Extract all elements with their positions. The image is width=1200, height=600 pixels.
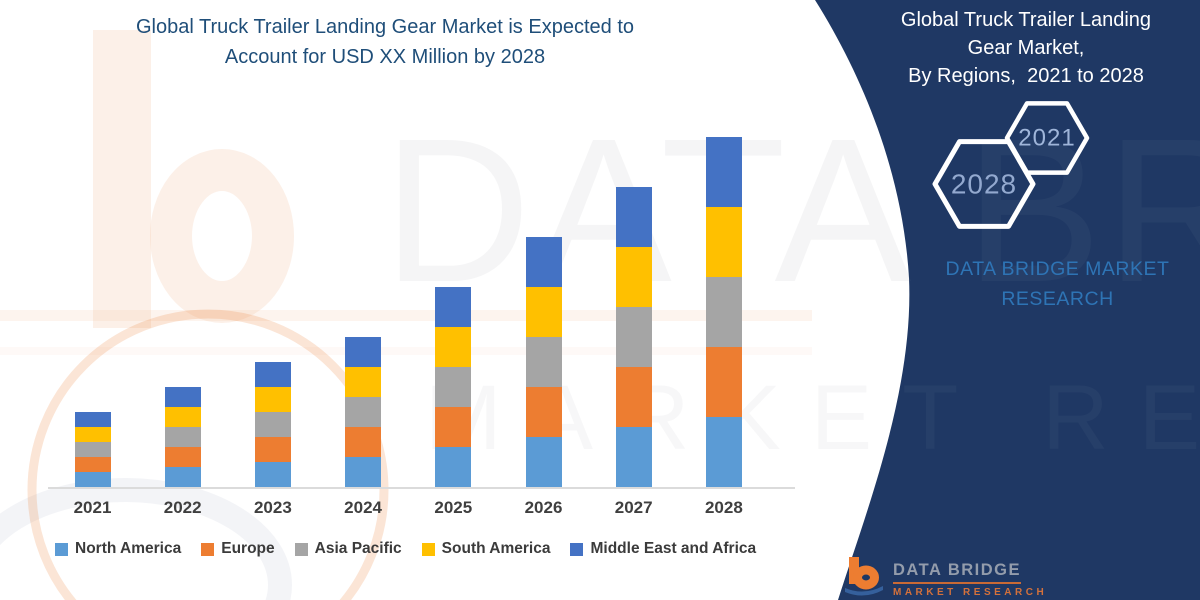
bar-segment-north-america — [615, 427, 652, 487]
stacked-bar-2026 — [525, 237, 562, 487]
bar-segment-middle-east-and-africa — [525, 237, 562, 287]
bar-segment-south-america — [435, 327, 472, 367]
bar-segment-middle-east-and-africa — [164, 387, 201, 407]
x-axis-label-2026: 2026 — [524, 498, 563, 517]
bar-segment-south-america — [164, 407, 201, 427]
x-axis-line — [48, 487, 795, 489]
legend-swatch-icon — [570, 542, 584, 556]
bar-segment-middle-east-and-africa — [435, 287, 472, 327]
bar-segment-north-america — [525, 437, 562, 487]
bar-segment-south-america — [705, 207, 742, 277]
legend-item-middle-east-and-africa: Middle East and Africa — [570, 540, 756, 558]
legend-label: Middle East and Africa — [590, 540, 757, 557]
x-axis-label-2022: 2022 — [163, 498, 202, 517]
x-axis-label-2028: 2028 — [704, 498, 743, 517]
bar-segment-middle-east-and-africa — [345, 337, 382, 367]
stacked-bar-2021 — [74, 412, 111, 487]
x-axis-label-2021: 2021 — [73, 498, 112, 517]
stacked-bar-2023 — [254, 362, 291, 487]
bar-segment-north-america — [164, 467, 201, 487]
bar-segment-asia-pacific — [435, 367, 472, 407]
legend-label: Asia Pacific — [314, 540, 402, 557]
bar-segment-asia-pacific — [164, 427, 201, 447]
stacked-bar-2027 — [615, 187, 652, 487]
stacked-bar-2025 — [435, 287, 472, 487]
x-axis-label-2024: 2024 — [344, 498, 382, 517]
bar-segment-europe — [254, 437, 291, 462]
chart-legend: North America Europe Asia Pacific South Ame… — [55, 540, 756, 558]
bar-segment-asia-pacific — [254, 412, 291, 437]
legend-swatch-icon — [294, 542, 308, 556]
legend-swatch-icon — [55, 542, 68, 556]
bar-segment-south-america — [254, 387, 291, 412]
bar-segment-europe — [615, 367, 652, 427]
bar-segment-north-america — [345, 457, 382, 487]
bar-segment-europe — [435, 407, 472, 447]
bar-segment-asia-pacific — [74, 442, 111, 457]
bar-segment-asia-pacific — [345, 397, 382, 427]
bar-segment-south-america — [615, 247, 652, 307]
bar-segment-europe — [525, 387, 562, 437]
bar-segment-asia-pacific — [525, 337, 562, 387]
chart-title-line2: Account for USD XX Million by 2028 — [224, 46, 546, 68]
bar-segment-north-america — [254, 462, 291, 487]
legend-label: Europe — [221, 540, 275, 557]
stacked-bar-2022 — [164, 387, 201, 487]
x-axis-label-2025: 2025 — [434, 498, 473, 517]
legend-label: North America — [75, 540, 182, 557]
bar-segment-north-america — [705, 417, 742, 487]
bar-segment-europe — [705, 347, 742, 417]
legend-label: South America — [441, 540, 551, 557]
bar-segment-middle-east-and-africa — [705, 137, 742, 207]
legend-item-south-america: South America — [421, 540, 551, 558]
bar-segment-europe — [345, 427, 382, 457]
bar-segment-north-america — [74, 472, 111, 487]
bar-segment-south-america — [74, 427, 111, 442]
x-axis-label-2027: 2027 — [614, 498, 653, 517]
stacked-bar-2028 — [705, 137, 742, 487]
bar-segment-middle-east-and-africa — [74, 412, 111, 427]
legend-swatch-icon — [201, 542, 215, 556]
legend-swatch-icon — [421, 542, 435, 556]
bar-segment-europe — [74, 457, 111, 472]
bar-segment-asia-pacific — [615, 307, 652, 367]
x-axis-label-2023: 2023 — [253, 498, 292, 517]
bar-segment-europe — [164, 447, 201, 467]
bar-segment-middle-east-and-africa — [615, 187, 652, 247]
legend-item-asia-pacific: Asia Pacific — [294, 540, 402, 558]
bar-segment-north-america — [435, 447, 472, 487]
legend-item-europe: Europe — [201, 540, 275, 558]
bar-segment-asia-pacific — [705, 277, 742, 347]
bar-segment-middle-east-and-africa — [254, 362, 291, 387]
stacked-bar-2024 — [345, 337, 382, 487]
bar-segment-south-america — [345, 367, 382, 397]
bar-segment-south-america — [525, 287, 562, 337]
chart-title: Global Truck Trailer Landing Gear Market… — [55, 12, 715, 72]
chart-title-line1: Global Truck Trailer Landing Gear Market… — [135, 16, 634, 38]
legend-item-north-america: North America — [55, 540, 181, 558]
